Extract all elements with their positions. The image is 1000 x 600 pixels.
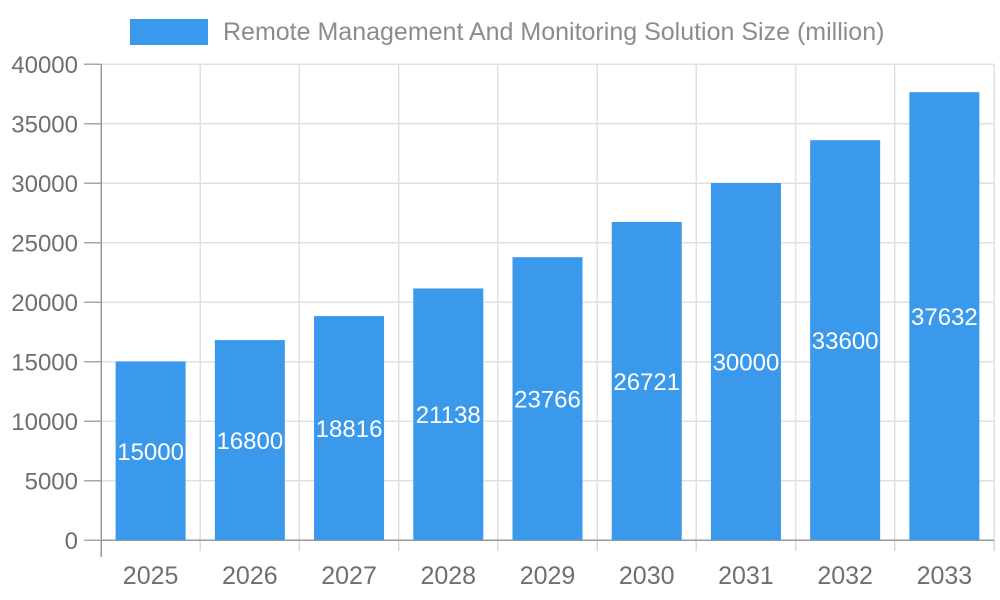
y-axis-label: 25000 <box>11 231 78 258</box>
y-axis-label: 30000 <box>11 171 78 198</box>
legend-label: Remote Management And Monitoring Solutio… <box>223 18 885 46</box>
x-axis-label: 2029 <box>520 562 576 590</box>
y-axis-label: 10000 <box>11 409 78 436</box>
y-axis-label: 0 <box>65 528 78 555</box>
bar-value-label: 15000 <box>117 439 184 466</box>
bar-2031[interactable] <box>710 183 781 540</box>
bar-value-label: 33600 <box>812 328 879 355</box>
bar-2026[interactable] <box>214 340 285 540</box>
x-axis-label: 2032 <box>817 562 873 590</box>
y-axis-label: 35000 <box>11 112 78 139</box>
chart-legend[interactable]: Remote Management And Monitoring Solutio… <box>130 17 884 47</box>
x-axis-label: 2031 <box>718 562 774 590</box>
bar-value-label: 30000 <box>713 350 780 377</box>
y-axis-label: 15000 <box>11 350 78 377</box>
bar-value-label: 23766 <box>514 387 581 414</box>
x-axis-label: 2033 <box>917 562 973 590</box>
bar-value-label: 37632 <box>911 304 978 331</box>
bar-2025[interactable] <box>115 361 186 541</box>
x-axis-label: 2025 <box>123 562 179 590</box>
y-axis-label: 20000 <box>11 290 78 317</box>
bar-value-label: 26721 <box>613 369 680 396</box>
bar-2028[interactable] <box>413 288 484 540</box>
y-axis-label: 5000 <box>25 469 78 496</box>
bar-2030[interactable] <box>611 222 682 541</box>
bar-2027[interactable] <box>314 316 385 540</box>
bar-2032[interactable] <box>810 140 881 540</box>
x-axis-label: 2028 <box>420 562 476 590</box>
y-axis-label: 40000 <box>11 52 78 79</box>
bar-value-label: 18816 <box>316 416 383 443</box>
bar-value-label: 21138 <box>416 402 481 429</box>
legend-swatch <box>130 19 208 45</box>
bar-2033[interactable] <box>909 92 980 540</box>
x-axis-label: 2026 <box>222 562 278 590</box>
bar-value-label: 16800 <box>216 428 283 455</box>
x-axis-label: 2027 <box>321 562 377 590</box>
x-axis-label: 2030 <box>619 562 675 590</box>
bar-2029[interactable] <box>512 257 583 540</box>
